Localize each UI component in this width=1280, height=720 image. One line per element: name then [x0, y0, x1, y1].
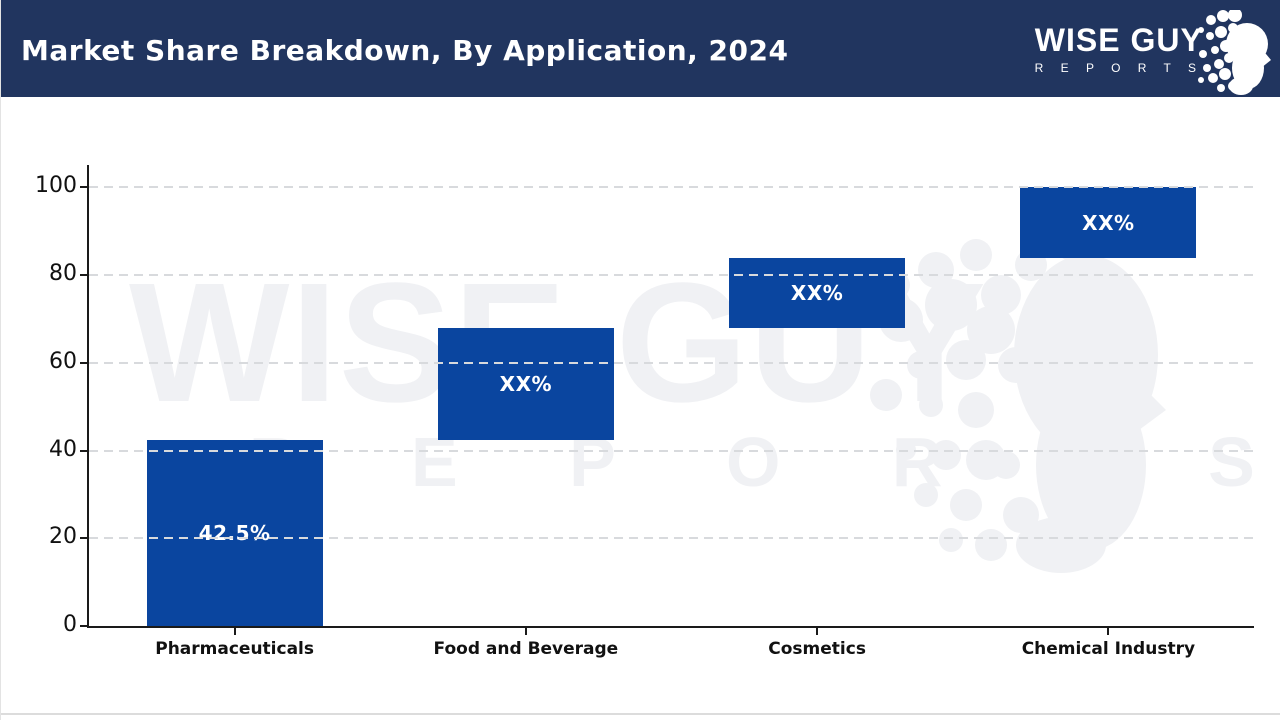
- bar-chemical-industry: XX%: [1020, 187, 1197, 258]
- logo-head-icon: [1198, 10, 1271, 95]
- y-tick-label: 60: [49, 348, 77, 374]
- x-axis-category-label-cosmetics: Cosmetics: [768, 639, 866, 659]
- x-tick-mark: [524, 628, 527, 635]
- y-tick-mark: [80, 186, 88, 189]
- bar-pharmaceuticals: 42.5%: [146, 439, 323, 626]
- logo-reports-text: R E P O R T S: [1034, 61, 1203, 75]
- y-tick-label: 100: [35, 173, 77, 199]
- y-tick-label: 20: [49, 524, 77, 550]
- x-tick-mark: [816, 628, 819, 635]
- chart: WISE GUY R E P O R T S 42.5% XX%: [1, 97, 1280, 720]
- bar-value-label: XX%: [1082, 210, 1135, 235]
- gridline-100: [89, 186, 1254, 189]
- bar-value-label: XX%: [790, 280, 844, 305]
- gridline-40: [89, 449, 1254, 452]
- bar-value-label: 42.5%: [198, 520, 271, 545]
- header-bar: Market Share Breakdown, By Application, …: [1, 0, 1280, 97]
- x-axis-line: [87, 626, 1254, 628]
- gridline-20: [89, 537, 1254, 540]
- y-tick-label: 40: [49, 436, 77, 462]
- y-tick-mark: [80, 361, 88, 364]
- logo-brand-text: WISE GUY: [1034, 22, 1203, 58]
- y-axis-line: [87, 165, 89, 626]
- bar-value-label: XX%: [499, 371, 553, 396]
- bottom-border: [1, 713, 1280, 715]
- y-tick-label: 0: [63, 612, 77, 637]
- gridline-80: [89, 274, 1254, 277]
- brand-logo: WISE GUY R E P O R T S: [1013, 6, 1273, 95]
- x-tick-mark: [1107, 628, 1110, 635]
- x-axis-category-label-pharmaceuticals: Pharmaceuticals: [155, 639, 314, 659]
- bar-food-and-beverage: XX%: [437, 327, 614, 440]
- page-title: Market Share Breakdown, By Application, …: [21, 34, 789, 67]
- y-tick-mark: [80, 537, 88, 540]
- x-tick-mark: [233, 628, 236, 635]
- x-axis-category-label-chemical-industry: Chemical Industry: [1021, 639, 1196, 659]
- logo-wordmark: WISE GUY R E P O R T S: [1035, 22, 1203, 75]
- y-tick-mark: [80, 625, 88, 627]
- watermark-head-icon: [870, 233, 1166, 573]
- x-axis-category-label-food-and-beverage: Food and Beverage: [433, 639, 619, 659]
- gridline-60: [89, 361, 1254, 364]
- y-tick-mark: [80, 449, 88, 452]
- y-tick-mark: [80, 274, 88, 277]
- y-tick-label: 80: [49, 261, 77, 287]
- bar-cosmetics: XX%: [729, 257, 906, 328]
